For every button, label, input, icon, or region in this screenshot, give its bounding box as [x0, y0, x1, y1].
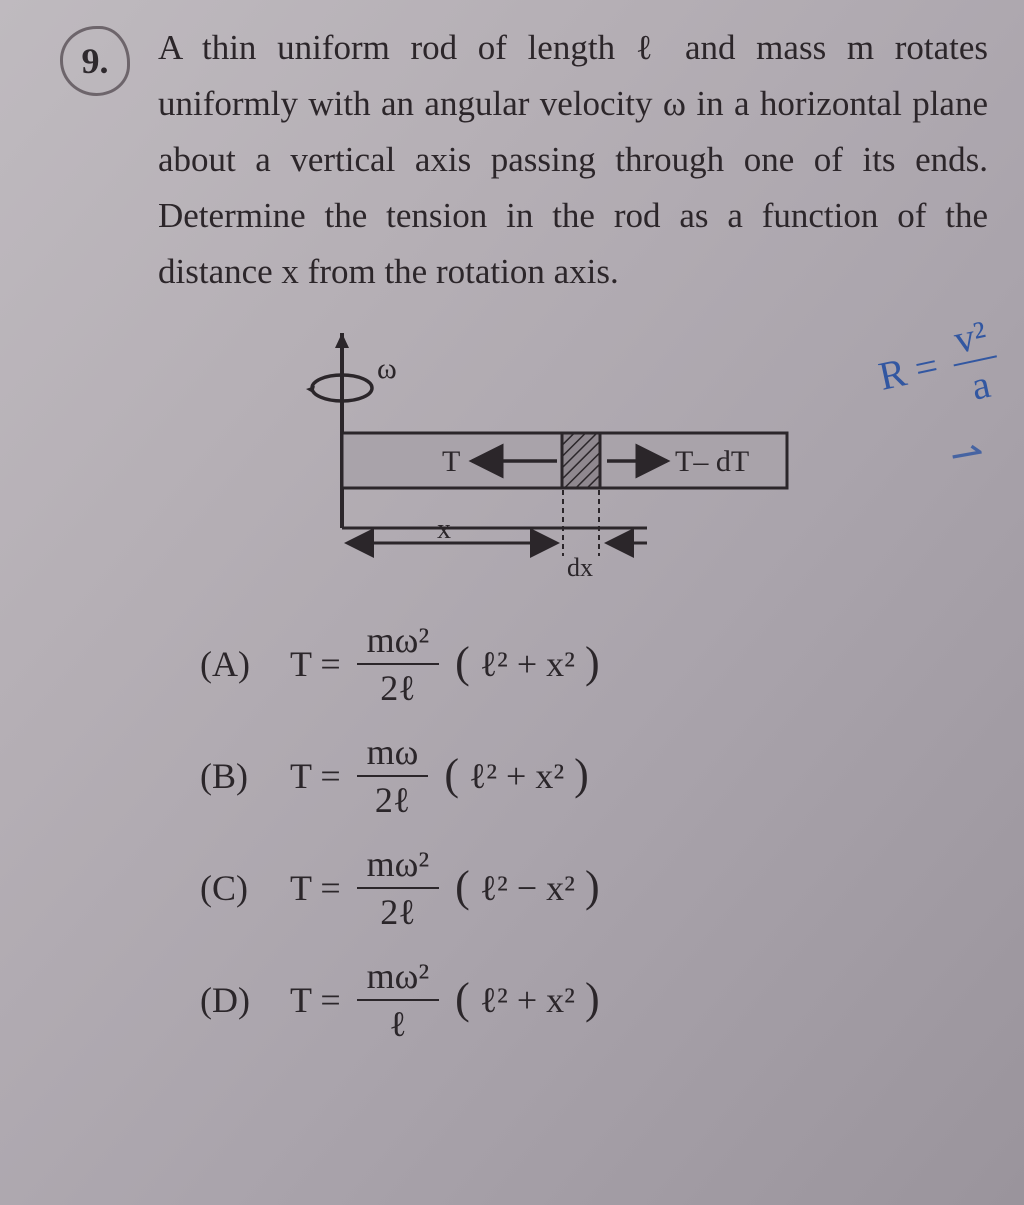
option-c-den: 2ℓ	[370, 889, 425, 933]
option-c-close: )	[585, 861, 600, 912]
handwritten-formula: R = v² a	[870, 308, 1012, 428]
option-b-num: mω	[357, 731, 429, 777]
option-a-close: )	[585, 637, 600, 688]
dx-label: dx	[567, 553, 593, 582]
option-a: (A) T = mω² 2ℓ ( ℓ² + x² )	[200, 619, 994, 709]
option-b: (B) T = mω 2ℓ ( ℓ² + x² )	[200, 731, 994, 821]
option-d-label: (D)	[200, 979, 280, 1021]
option-b-label: (B)	[200, 755, 280, 797]
option-d-prefix: T =	[290, 979, 341, 1021]
pen-circle	[60, 26, 130, 96]
option-c-label: (C)	[200, 867, 280, 909]
option-c-num: mω²	[357, 843, 440, 889]
question-number-badge: 9.	[60, 26, 130, 96]
option-d-num: mω²	[357, 955, 440, 1001]
option-b-prefix: T =	[290, 755, 341, 797]
tension-right-label: T– dT	[675, 445, 749, 478]
option-c-open: (	[455, 861, 470, 912]
rod-diagram: ω T T– dT x dx	[247, 318, 807, 593]
option-c: (C) T = mω² 2ℓ ( ℓ² − x² )	[200, 843, 994, 933]
diagram-svg: ω T T– dT x dx	[247, 318, 807, 588]
x-label: x	[437, 514, 451, 545]
option-c-prefix: T =	[290, 867, 341, 909]
option-b-factor: ℓ² + x²	[469, 755, 564, 797]
option-a-open: (	[455, 637, 470, 688]
option-b-close: )	[574, 749, 589, 800]
question-row: 9. A thin uniform rod of length ℓ and ma…	[60, 20, 994, 300]
element-rect	[562, 433, 600, 488]
option-d-close: )	[585, 973, 600, 1024]
tension-left-label: T	[442, 445, 460, 478]
option-d: (D) T = mω² ℓ ( ℓ² + x² )	[200, 955, 994, 1045]
option-d-open: (	[455, 973, 470, 1024]
option-a-prefix: T =	[290, 643, 341, 685]
options-list: (A) T = mω² 2ℓ ( ℓ² + x² ) (B) T = mω 2ℓ…	[200, 619, 994, 1045]
option-c-factor: ℓ² − x²	[480, 867, 575, 909]
option-d-fraction: mω² ℓ	[357, 955, 440, 1045]
option-b-open: (	[444, 749, 459, 800]
question-text: A thin uniform rod of length ℓ and mass …	[158, 20, 994, 300]
handwritten-arrow-icon: ⇀	[947, 427, 988, 479]
option-a-label: (A)	[200, 643, 280, 685]
handnote-fraction: v² a	[944, 309, 1007, 412]
option-d-factor: ℓ² + x²	[480, 979, 575, 1021]
handnote-lhs: R =	[875, 342, 942, 398]
omega-label: ω	[377, 352, 397, 385]
option-c-fraction: mω² 2ℓ	[357, 843, 440, 933]
option-a-fraction: mω² 2ℓ	[357, 619, 440, 709]
option-a-factor: ℓ² + x²	[480, 643, 575, 685]
option-b-den: 2ℓ	[365, 777, 420, 821]
axis-arrowhead-icon	[335, 333, 349, 348]
handnote-den: a	[961, 359, 1000, 411]
option-a-den: 2ℓ	[370, 665, 425, 709]
option-d-den: ℓ	[379, 1001, 416, 1045]
option-b-fraction: mω 2ℓ	[357, 731, 429, 821]
option-a-num: mω²	[357, 619, 440, 665]
